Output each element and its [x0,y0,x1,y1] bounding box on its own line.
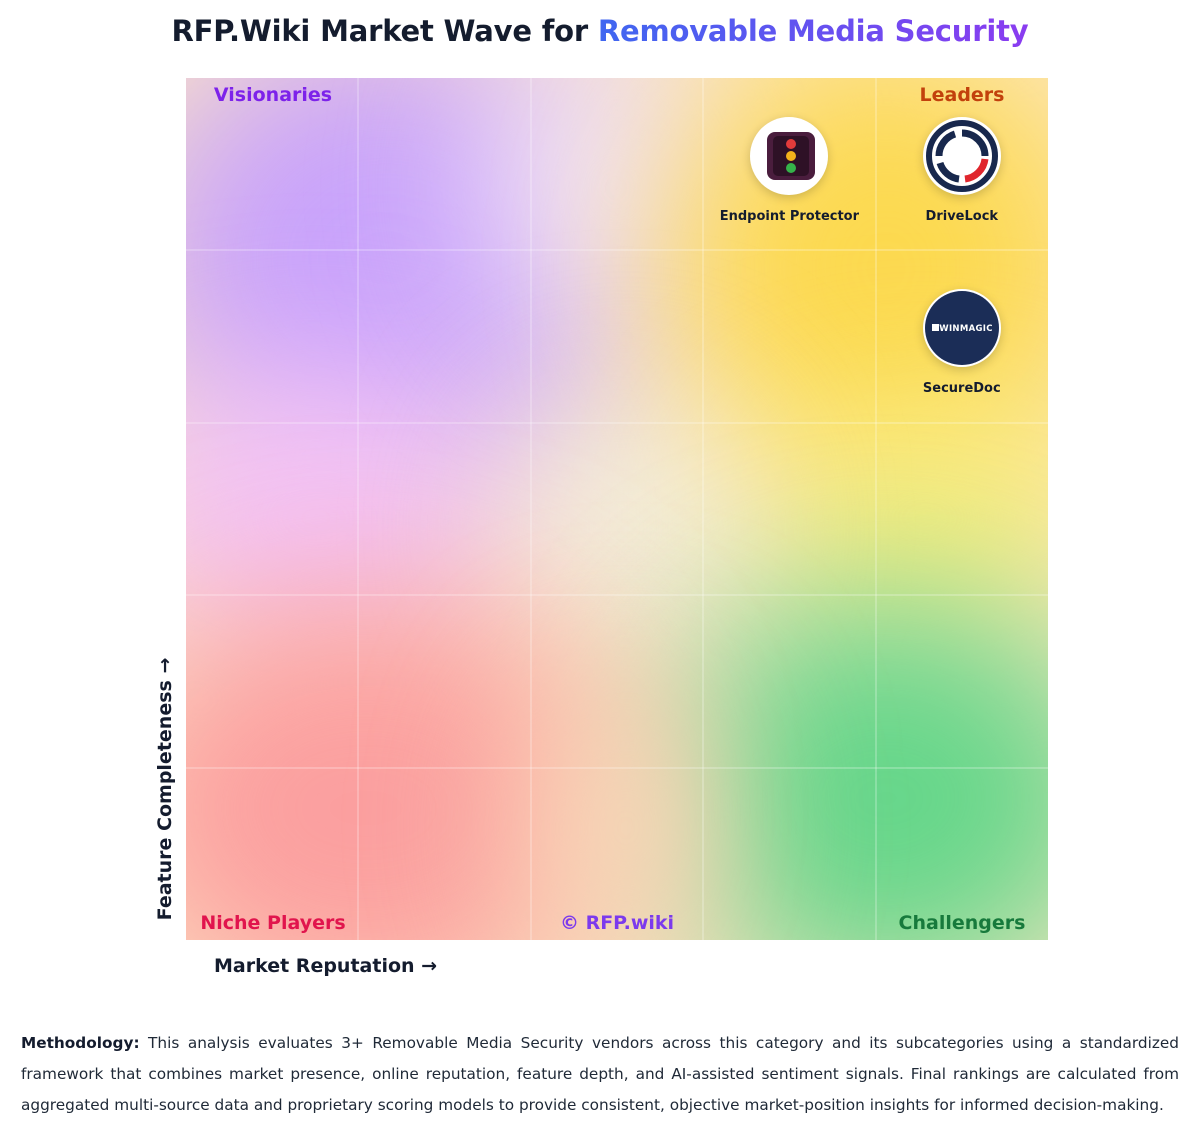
quadrant-niche-players: Niche Players [200,912,346,934]
wash-yellow [746,418,1048,618]
traffic-light-icon [750,116,829,195]
wash-peach [526,678,726,940]
title-accent: Removable Media Security [597,14,1029,48]
methodology-label: Methodology: [21,1034,140,1052]
vendor-drivelock[interactable]: DriveLock [882,116,1042,224]
drivelock-ring-logo [922,116,1001,195]
quadrant-leaders: Leaders [919,84,1005,106]
y-axis-label: Feature Completeness → [154,657,176,921]
vendor-endpoint-protector[interactable]: Endpoint Protector [709,116,869,224]
svg-text:WINMAGIC: WINMAGIC [939,324,992,334]
winmagic-logo: WINMAGIC [922,288,1001,367]
vendor-label: SecureDoc [922,380,1001,396]
vendor-label: Endpoint Protector [719,208,860,224]
methodology-note: Methodology: This analysis evaluates 3+ … [21,1028,1179,1121]
vendor-securedoc[interactable]: WINMAGIC SecureDoc [882,288,1042,396]
quadrant-visionaries: Visionaries [213,84,333,106]
methodology-text: This analysis evaluates 3+ Removable Med… [21,1034,1179,1114]
watermark: © RFP.wiki [559,912,675,934]
page-title: RFP.Wiki Market Wave for Removable Media… [0,14,1200,48]
market-wave-plot: Visionaries Leaders Niche Players Challe… [186,78,1048,940]
title-prefix: RFP.Wiki Market Wave for [171,14,598,48]
wash-center [516,408,736,648]
vendor-label: DriveLock [925,208,999,224]
quadrant-challengers: Challengers [898,912,1026,934]
x-axis-label: Market Reputation → [214,955,438,977]
